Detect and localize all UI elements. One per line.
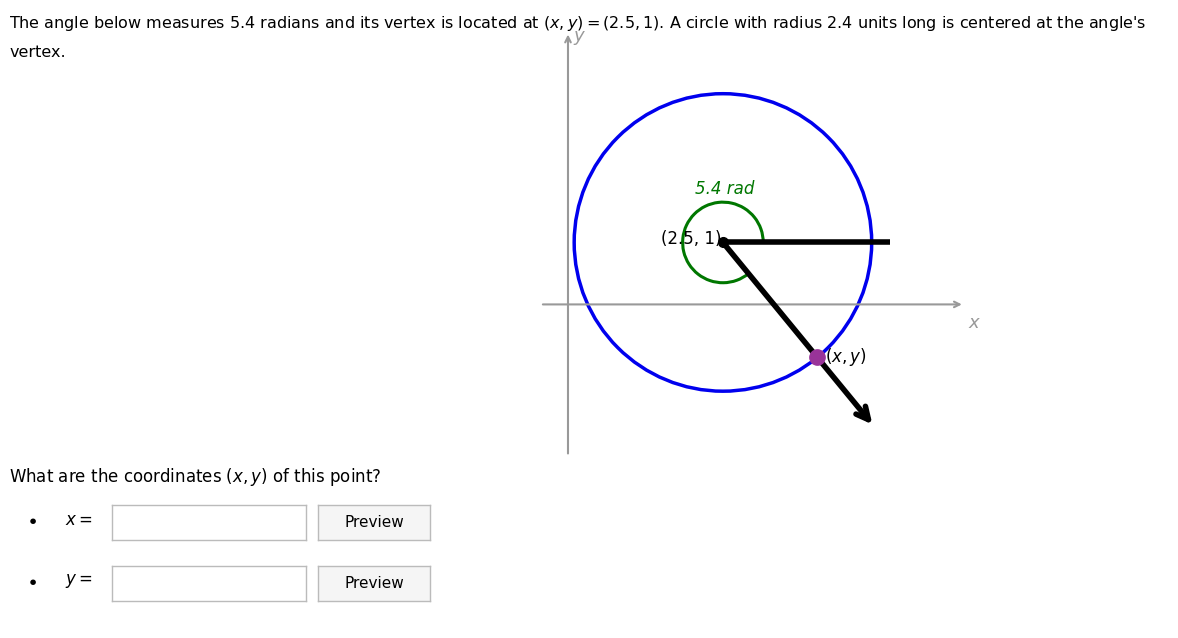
Text: $y$: $y$: [573, 29, 587, 47]
Text: The angle below measures 5.4 radians and its vertex is located at $(x, y) = (2.5: The angle below measures 5.4 radians and…: [9, 14, 1147, 33]
Text: $y =$: $y =$: [65, 572, 92, 590]
Text: $(x, y)$: $(x, y)$: [825, 346, 867, 368]
Text: Preview: Preview: [344, 576, 404, 591]
Text: $x$: $x$: [968, 314, 981, 332]
Text: Preview: Preview: [344, 516, 404, 530]
Text: vertex.: vertex.: [9, 45, 66, 60]
Text: $\bullet$: $\bullet$: [26, 571, 37, 590]
Text: $\bullet$: $\bullet$: [26, 510, 37, 530]
Text: $x =$: $x =$: [65, 511, 92, 529]
Text: 5.4 rad: 5.4 rad: [695, 180, 754, 198]
Text: What are the coordinates $(x, y)$ of this point?: What are the coordinates $(x, y)$ of thi…: [9, 466, 382, 487]
Text: (2.5, 1): (2.5, 1): [661, 230, 721, 248]
